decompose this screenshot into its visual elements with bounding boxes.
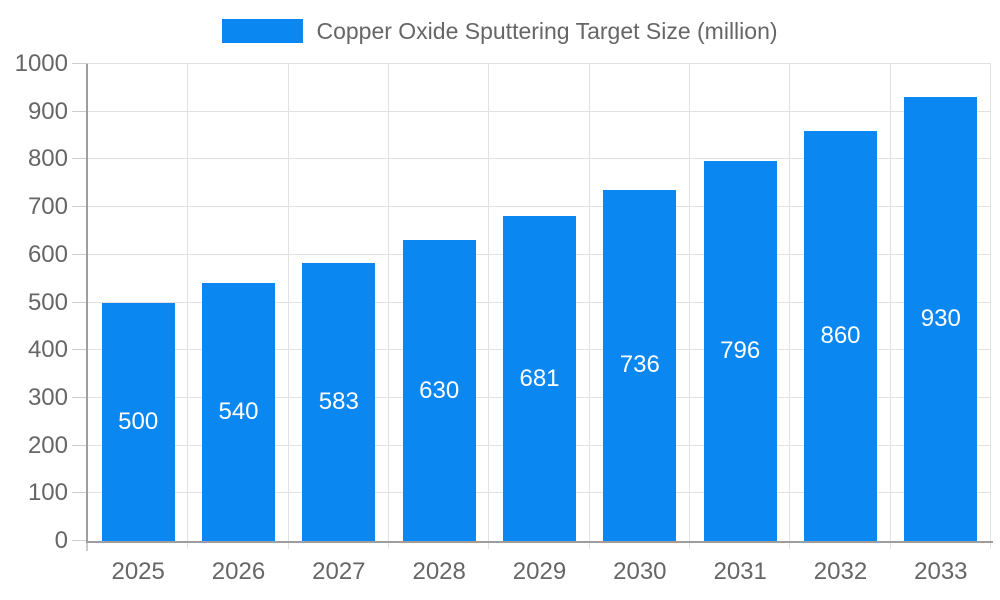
gridline-vertical (689, 64, 690, 549)
y-axis-tick (72, 444, 88, 446)
bar[interactable] (402, 240, 476, 541)
y-axis-tick-label: 700 (27, 193, 68, 221)
y-axis-tick-label: 500 (27, 288, 68, 316)
y-axis-tick (72, 349, 88, 351)
gridline-vertical (789, 64, 791, 549)
x-axis-tick-label: 2025 (111, 558, 165, 585)
bar-value-label: 796 (720, 337, 761, 365)
x-axis-tick (86, 541, 88, 551)
x-axis-tick-label: 2032 (813, 558, 868, 585)
y-axis-tick (72, 540, 88, 541)
y-axis-tick-label: 600 (27, 240, 68, 268)
gridline-horizontal (88, 110, 991, 112)
y-axis-tick (72, 110, 88, 112)
gridline-vertical (889, 64, 891, 549)
y-axis-tick-label: 200 (27, 431, 68, 459)
bar[interactable] (101, 302, 175, 541)
gridline-horizontal (88, 63, 991, 64)
y-axis-tick-label: 400 (27, 336, 68, 364)
x-axis-tick-label: 2027 (312, 558, 366, 585)
gridline-vertical (588, 64, 590, 549)
x-axis-tick-label: 2028 (412, 558, 466, 585)
gridline-horizontal (88, 206, 991, 208)
bar[interactable] (904, 97, 978, 541)
bar[interactable] (804, 130, 877, 541)
gridline-horizontal (88, 158, 991, 160)
x-axis-tick-label: 2031 (713, 558, 767, 585)
bar-value-label: 860 (820, 321, 861, 349)
x-axis-tick-label: 2029 (512, 558, 567, 585)
legend-swatch-icon (222, 19, 304, 43)
x-axis-tick-label: 2026 (211, 558, 266, 585)
gridline-vertical (488, 64, 490, 549)
bar-value-label: 930 (920, 305, 961, 333)
gridline-vertical (187, 64, 189, 549)
x-axis-line (86, 541, 993, 543)
gridline-vertical (990, 64, 991, 549)
legend-label: Copper Oxide Sputtering Target Size (mil… (316, 18, 778, 44)
y-axis-tick (72, 63, 88, 64)
y-axis-tick-label: 0 (54, 527, 68, 554)
y-axis-tick (72, 492, 88, 494)
bar-value-label: 583 (318, 387, 359, 415)
y-axis-tick-label: 300 (27, 383, 68, 411)
y-axis-tick (72, 206, 88, 208)
legend: Copper Oxide Sputtering Target Size (mil… (0, 17, 1000, 45)
y-axis-line (86, 64, 88, 543)
y-axis-tick (72, 396, 88, 398)
bar-value-label: 540 (218, 398, 259, 426)
bar-value-label: 681 (519, 364, 560, 392)
bar[interactable] (603, 189, 677, 541)
legend-item[interactable]: Copper Oxide Sputtering Target Size (mil… (222, 17, 778, 45)
bar[interactable] (503, 216, 576, 541)
y-axis-tick (72, 158, 88, 160)
bar-value-label: 630 (419, 376, 460, 404)
y-axis-tick-label: 100 (27, 479, 68, 507)
gridline-vertical (287, 64, 289, 549)
x-axis-tick-label: 2033 (914, 558, 968, 585)
y-axis-tick-label: 900 (27, 97, 68, 125)
gridline-vertical (388, 64, 389, 549)
bar-value-label: 736 (619, 351, 660, 379)
y-axis-tick-label: 1000 (14, 50, 68, 77)
x-axis-tick-label: 2030 (613, 558, 667, 585)
bar[interactable] (202, 283, 275, 541)
bar[interactable] (703, 161, 777, 541)
y-axis-tick-label: 800 (27, 145, 68, 173)
bar[interactable] (302, 262, 376, 541)
bar-value-label: 500 (118, 407, 159, 435)
y-axis-tick (72, 253, 88, 255)
y-axis-tick (72, 301, 88, 303)
